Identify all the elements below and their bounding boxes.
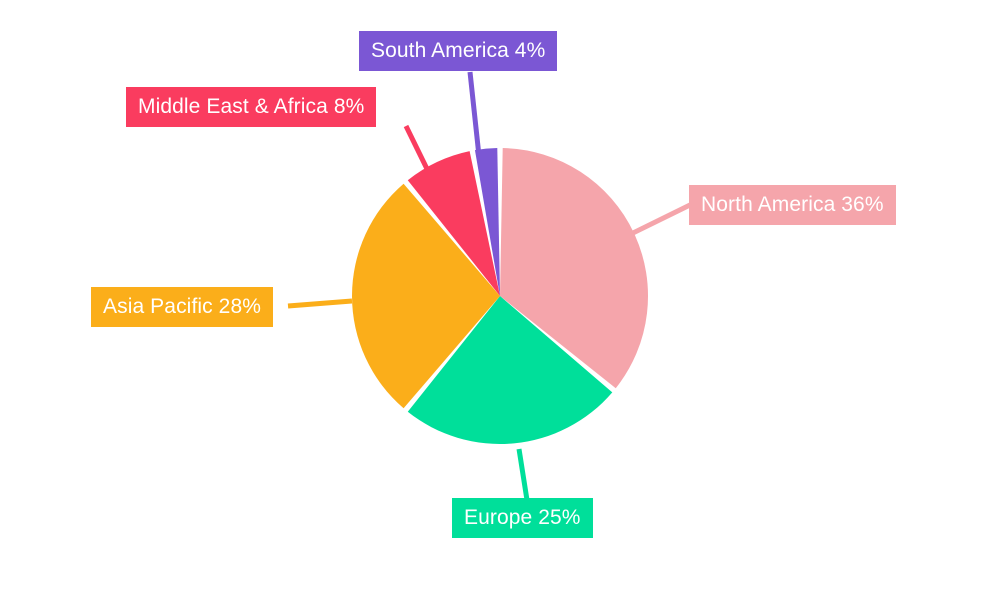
leader-lines (287, 71, 694, 501)
pie-slice-europe[interactable] (407, 296, 613, 445)
leader-line-middle-east-africa (403, 124, 432, 175)
slice-label-south-america[interactable]: South America 4% (359, 31, 558, 71)
leader-line-north-america (631, 201, 694, 236)
pie-slice-middle-east-africa[interactable] (407, 151, 500, 296)
pie-slice-north-america[interactable] (500, 148, 649, 389)
pie-slice-south-america[interactable] (474, 148, 500, 296)
leader-line-asia-pacific (287, 298, 353, 309)
slice-label-europe[interactable]: Europe 25% (452, 498, 593, 538)
slice-label-middle-east-africa[interactable]: Middle East & Africa 8% (126, 87, 377, 127)
slice-label-north-america[interactable]: North America 36% (689, 185, 896, 225)
slice-label-asia-pacific[interactable]: Asia Pacific 28% (91, 287, 274, 327)
leader-line-europe (516, 448, 530, 501)
pie-slices-group (352, 148, 649, 445)
leader-line-south-america (467, 71, 482, 157)
pie-slice-asia-pacific[interactable] (352, 183, 500, 409)
